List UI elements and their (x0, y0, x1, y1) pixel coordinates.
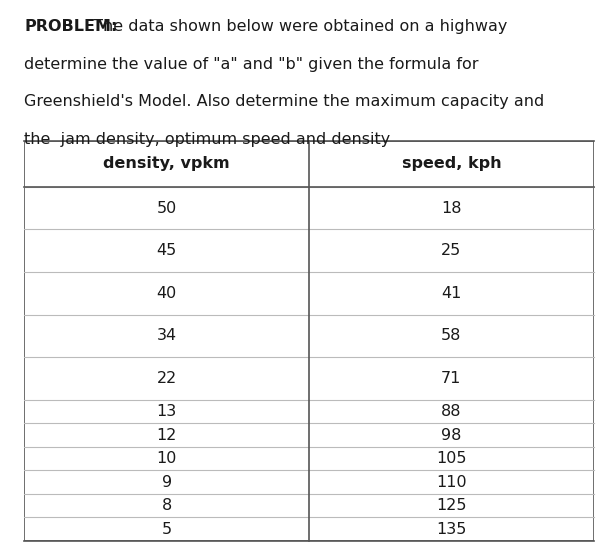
Text: 98: 98 (441, 428, 461, 443)
Text: PROBLEM:: PROBLEM: (24, 19, 118, 34)
Text: 71: 71 (441, 371, 461, 386)
Text: 25: 25 (441, 243, 461, 258)
Text: 125: 125 (436, 498, 466, 513)
Text: 110: 110 (436, 475, 467, 490)
Text: Greenshield's Model. Also determine the maximum capacity and: Greenshield's Model. Also determine the … (24, 94, 545, 109)
Text: 12: 12 (157, 428, 177, 443)
Text: determine the value of "a" and "b" given the formula for: determine the value of "a" and "b" given… (24, 57, 479, 72)
Text: 88: 88 (441, 404, 461, 419)
Text: 9: 9 (162, 475, 172, 490)
Text: speed, kph: speed, kph (401, 156, 501, 171)
Text: 41: 41 (441, 286, 461, 301)
Text: density, vpkm: density, vpkm (103, 156, 230, 171)
Text: 135: 135 (436, 522, 466, 537)
Text: 105: 105 (436, 451, 466, 466)
Text: 58: 58 (441, 328, 461, 343)
Text: the  jam density, optimum speed and density: the jam density, optimum speed and densi… (24, 132, 390, 147)
Text: 18: 18 (441, 200, 461, 215)
Text: 10: 10 (157, 451, 177, 466)
Text: The data shown below were obtained on a highway: The data shown below were obtained on a … (88, 19, 507, 34)
Text: 40: 40 (157, 286, 177, 301)
Text: 34: 34 (157, 328, 177, 343)
Text: 5: 5 (162, 522, 172, 537)
Text: 45: 45 (157, 243, 177, 258)
Text: 13: 13 (157, 404, 177, 419)
Text: 22: 22 (157, 371, 177, 386)
Text: 8: 8 (162, 498, 172, 513)
Text: 50: 50 (157, 200, 177, 215)
